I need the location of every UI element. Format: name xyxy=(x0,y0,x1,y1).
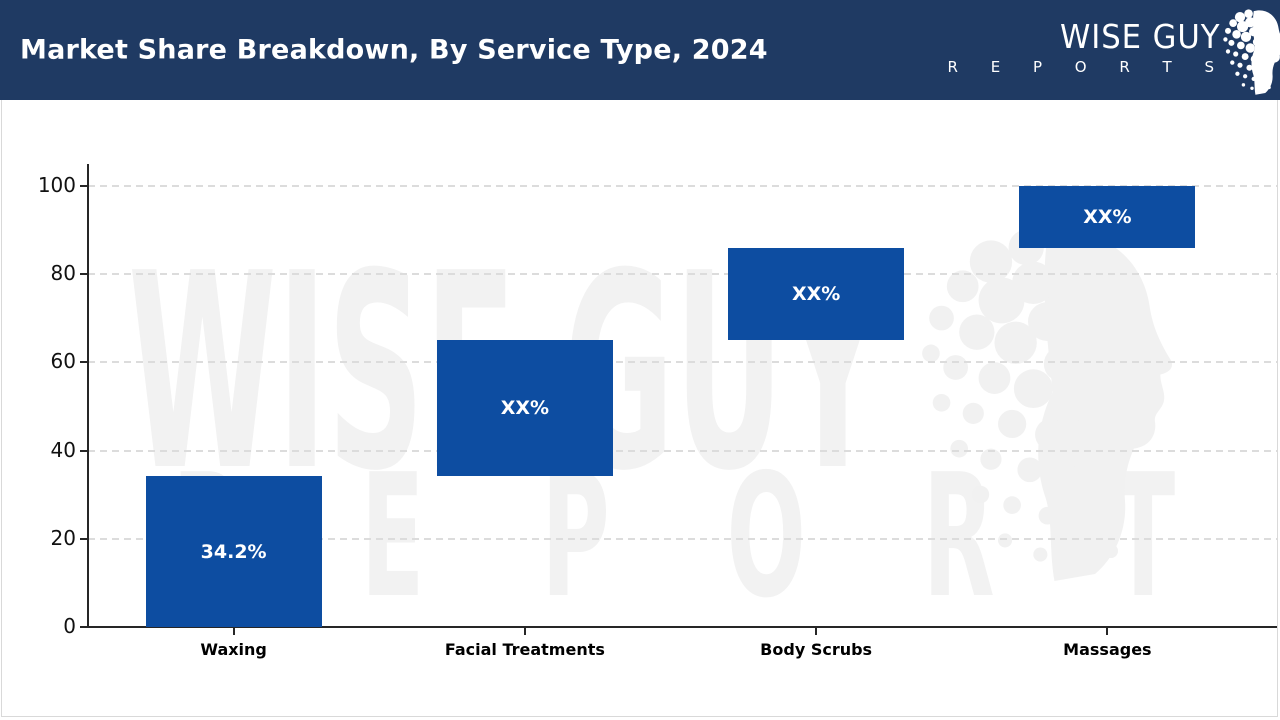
bar-value-label: XX% xyxy=(791,283,841,306)
y-tick-label: 40 xyxy=(50,437,76,462)
chart-title: Market Share Breakdown, By Service Type,… xyxy=(20,34,768,66)
y-tick xyxy=(80,449,88,452)
gridline xyxy=(88,449,1277,452)
gridline xyxy=(88,537,1277,540)
bar-value-label: 34.2% xyxy=(200,540,267,563)
y-tick-label: 100 xyxy=(37,173,76,197)
y-tick-label: 60 xyxy=(50,349,76,374)
gridline xyxy=(88,361,1277,364)
x-tick xyxy=(232,628,235,635)
x-axis-label: Body Scrubs xyxy=(760,640,873,659)
y-axis-line xyxy=(87,164,89,628)
logo-head-icon xyxy=(1212,6,1280,96)
y-tick xyxy=(80,361,88,364)
gridline xyxy=(88,273,1277,276)
bar-value-label: XX% xyxy=(500,397,550,420)
watermark-head-icon xyxy=(878,215,1178,587)
x-axis-label: Massages xyxy=(1063,640,1152,659)
bar-value-label: XX% xyxy=(1083,205,1132,228)
chart-bar xyxy=(145,476,322,627)
y-tick xyxy=(80,537,88,540)
y-tick xyxy=(80,626,88,628)
y-tick xyxy=(80,273,88,276)
y-tick-label: 0 xyxy=(63,614,76,638)
chart-bar xyxy=(436,340,613,477)
y-tick-label: 20 xyxy=(50,525,76,550)
x-axis-label: Facial Treatments xyxy=(444,640,605,659)
y-tick-label: 80 xyxy=(50,261,76,286)
chart-bar xyxy=(1019,186,1196,248)
brand-logo: WISE GUY R E P O R T S xyxy=(948,20,1220,76)
x-axis-line xyxy=(88,626,1277,628)
y-tick xyxy=(80,185,88,187)
gridline xyxy=(88,185,1277,187)
x-axis-label: Waxing xyxy=(200,640,267,659)
chart-bar xyxy=(728,247,905,341)
x-tick xyxy=(523,628,526,635)
logo-wordmark: WISE GUY xyxy=(1059,17,1220,56)
x-tick xyxy=(815,628,818,635)
header-band: Market Share Breakdown, By Service Type,… xyxy=(0,0,1280,100)
logo-subtitle: R E P O R T S xyxy=(947,58,1228,76)
x-tick xyxy=(1106,628,1109,635)
